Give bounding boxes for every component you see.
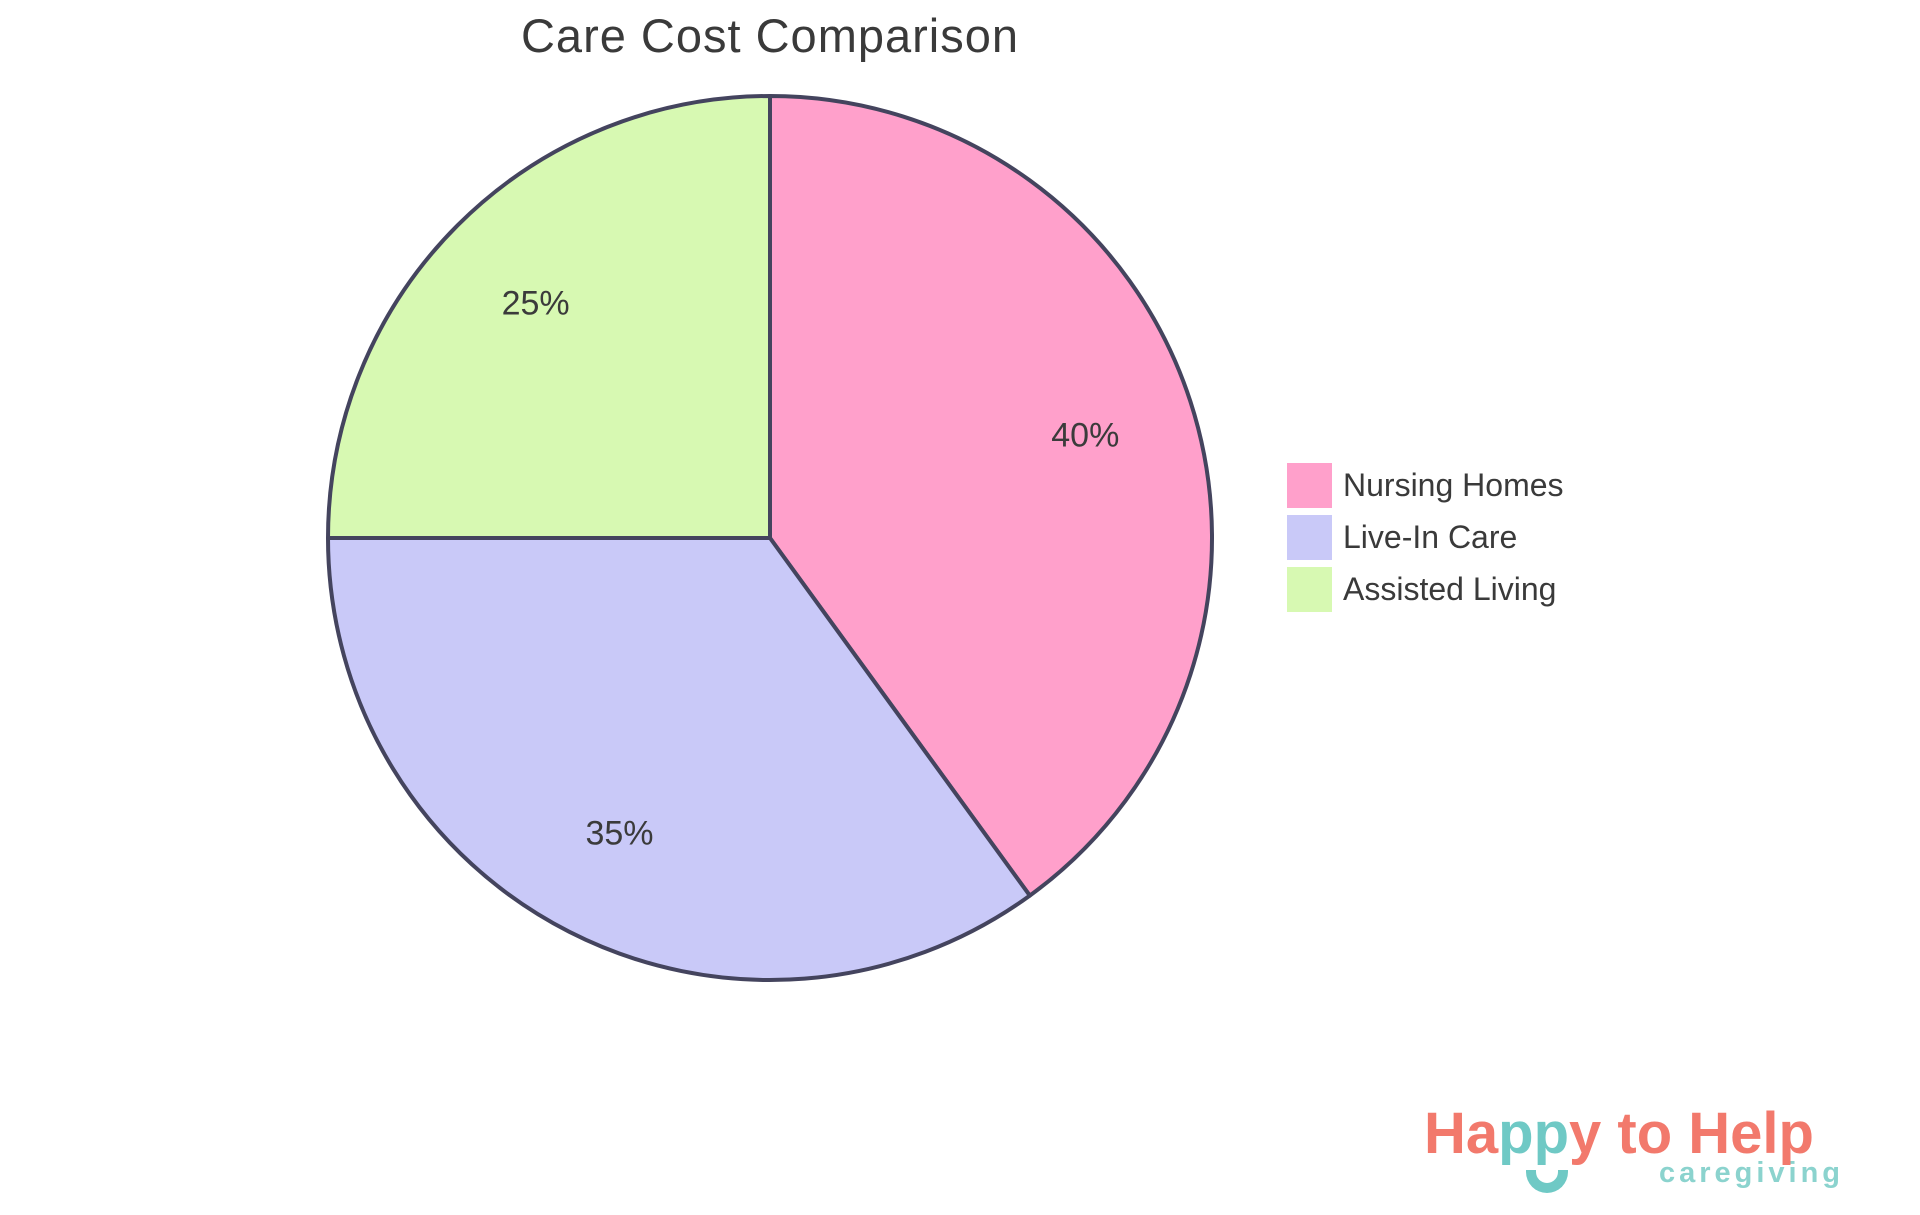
legend-swatch-live-in-care: [1287, 514, 1332, 560]
slice-percent-label: 25%: [502, 285, 570, 323]
legend-label: Live-In Care: [1343, 518, 1518, 555]
pie-slice-nursing-homes: [768, 94, 1215, 898]
legend-swatch-nursing-homes: [1287, 462, 1332, 508]
logo-text-segment: pp: [1498, 1101, 1570, 1166]
pie-slice-live-in-care: [326, 536, 1032, 983]
pie-chart: 40% 35% 25%: [326, 94, 1215, 983]
slice-percent-label: 40%: [1051, 417, 1119, 455]
legend: Nursing Homes Live-In Care Assisted Livi…: [1287, 459, 1564, 615]
happy-to-help-logo: Happy to Help caregiving: [1424, 1101, 1894, 1193]
legend-swatch-assisted-living: [1287, 566, 1332, 612]
pie-slice-assisted-living: [326, 94, 772, 540]
logo-subtext: caregiving: [1658, 1156, 1844, 1189]
chart-title: Care Cost Comparison: [520, 9, 1019, 62]
logo-text-segment: y to Help: [1569, 1101, 1814, 1166]
logo-text-segment: Ha: [1424, 1101, 1499, 1166]
logo-wordmark: Happy to Help: [1424, 1101, 1894, 1166]
legend-item-assisted-living: Assisted Living: [1287, 563, 1564, 615]
legend-item-live-in-care: Live-In Care: [1287, 511, 1564, 563]
smile-arc-icon: [1526, 1170, 1568, 1193]
legend-label: Nursing Homes: [1343, 466, 1564, 503]
legend-item-nursing-homes: Nursing Homes: [1287, 459, 1564, 511]
legend-label: Assisted Living: [1343, 570, 1557, 607]
slice-percent-label: 35%: [585, 814, 653, 852]
